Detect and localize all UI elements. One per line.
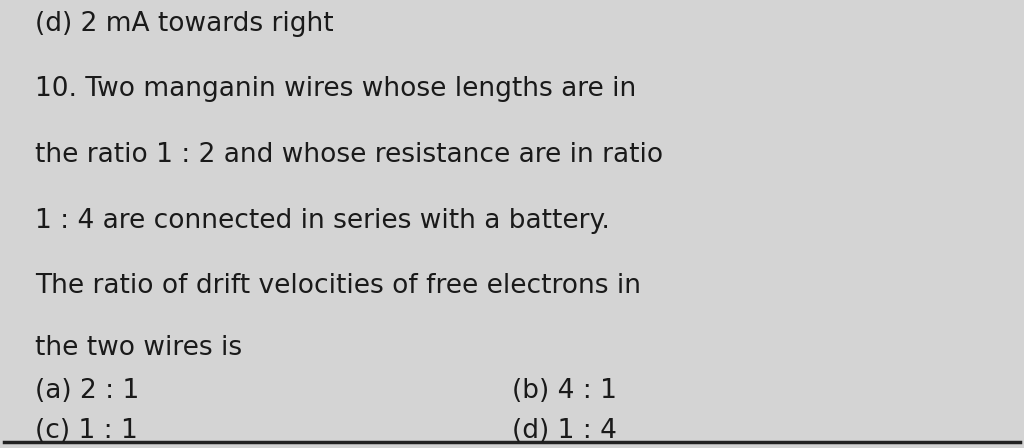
Text: 10. Two manganin wires whose lengths are in: 10. Two manganin wires whose lengths are… bbox=[35, 76, 636, 102]
Text: 1 : 4 are connected in series with a battery.: 1 : 4 are connected in series with a bat… bbox=[35, 208, 609, 234]
Text: (b) 4 : 1: (b) 4 : 1 bbox=[512, 379, 616, 405]
Text: the two wires is: the two wires is bbox=[35, 335, 242, 361]
Text: (d) 2 mA towards right: (d) 2 mA towards right bbox=[35, 11, 333, 37]
Text: the ratio 1 : 2 and whose resistance are in ratio: the ratio 1 : 2 and whose resistance are… bbox=[35, 142, 663, 168]
Text: The ratio of drift velocities of free electrons in: The ratio of drift velocities of free el… bbox=[35, 273, 641, 299]
Text: (a) 2 : 1: (a) 2 : 1 bbox=[35, 379, 139, 405]
Text: (c) 1 : 1: (c) 1 : 1 bbox=[35, 418, 137, 444]
Text: (d) 1 : 4: (d) 1 : 4 bbox=[512, 418, 616, 444]
